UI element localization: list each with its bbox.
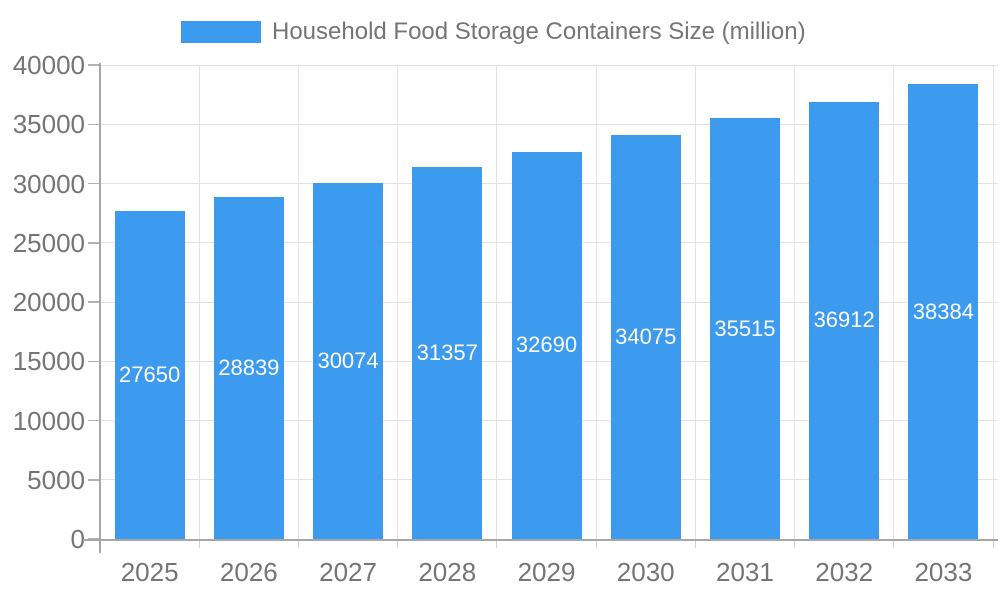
- bar: 28839: [213, 197, 284, 539]
- y-axis-tick: [88, 479, 100, 481]
- gridline-vertical: [794, 65, 796, 539]
- x-axis-line: [83, 539, 998, 541]
- legend-swatch: [181, 21, 261, 43]
- y-tick-label: 25000: [12, 227, 85, 258]
- bar: 35515: [709, 118, 780, 539]
- gridline-vertical: [992, 65, 994, 539]
- x-tick-label: 2026: [219, 557, 278, 587]
- bar-value-label: 38384: [912, 298, 974, 324]
- gridline-vertical: [397, 65, 399, 539]
- bar: 32690: [511, 151, 582, 539]
- y-tick-label: 15000: [12, 346, 85, 377]
- x-tick-label: 2030: [616, 557, 675, 587]
- bar-value-label: 31357: [416, 340, 478, 366]
- gridline-horizontal: [100, 64, 998, 66]
- y-axis-tick: [88, 301, 100, 303]
- x-axis-tick: [893, 539, 895, 548]
- x-tick-label: 2027: [319, 557, 377, 587]
- gridline-horizontal: [100, 123, 998, 125]
- gridline-vertical: [198, 65, 200, 539]
- y-axis-tick: [88, 123, 100, 125]
- y-tick-label: 35000: [12, 109, 85, 140]
- y-tick-label: 0: [70, 524, 85, 554]
- x-axis-tick: [794, 539, 796, 548]
- x-tick-label: 2033: [914, 557, 973, 587]
- y-tick-label: 10000: [12, 405, 85, 436]
- y-axis-tick: [88, 64, 100, 66]
- x-tick-label: 2032: [815, 557, 874, 587]
- x-tick-label: 2025: [120, 557, 179, 587]
- y-tick-label: 5000: [27, 464, 85, 495]
- y-axis-line: [99, 63, 101, 553]
- gridline-vertical: [496, 65, 498, 539]
- y-axis-tick: [88, 242, 100, 244]
- bar: 34075: [610, 135, 681, 539]
- bar-value-label: 30074: [317, 347, 379, 373]
- y-axis-tick: [88, 182, 100, 185]
- y-tick-label: 30000: [12, 168, 85, 199]
- legend-item[interactable]: Household Food Storage Containers Size (…: [181, 18, 806, 46]
- bar: 31357: [412, 167, 483, 539]
- x-axis-tick: [198, 539, 200, 548]
- legend-label: Household Food Storage Containers Size (…: [272, 18, 806, 45]
- x-axis-tick: [992, 539, 994, 548]
- y-axis-tick: [88, 419, 100, 422]
- x-axis-tick: [297, 539, 299, 548]
- bar-value-label: 36912: [813, 307, 875, 333]
- bar: 38384: [908, 84, 979, 539]
- bar-value-label: 27650: [119, 362, 181, 388]
- y-tick-label: 20000: [12, 287, 85, 317]
- bar-value-label: 34075: [615, 324, 677, 350]
- x-tick-label: 2031: [716, 557, 774, 587]
- gridline-vertical: [595, 65, 597, 539]
- bar-value-label: 28839: [218, 355, 280, 381]
- x-axis-tick: [397, 539, 399, 548]
- bar: 27650: [114, 211, 185, 539]
- bar-value-label: 32690: [515, 332, 578, 358]
- x-tick-label: 2028: [418, 557, 477, 587]
- x-axis-tick: [496, 539, 498, 548]
- bar: 36912: [809, 101, 880, 539]
- gridline-vertical: [694, 65, 696, 539]
- x-axis-tick: [694, 539, 696, 548]
- gridline-vertical: [893, 65, 895, 539]
- x-tick-label: 2029: [517, 557, 576, 587]
- bar-value-label: 35515: [714, 315, 776, 341]
- x-axis-tick: [595, 539, 597, 548]
- y-axis-tick: [88, 360, 100, 362]
- bar: 30074: [313, 182, 384, 539]
- gridline-vertical: [297, 65, 299, 539]
- y-tick-label: 40000: [12, 50, 85, 80]
